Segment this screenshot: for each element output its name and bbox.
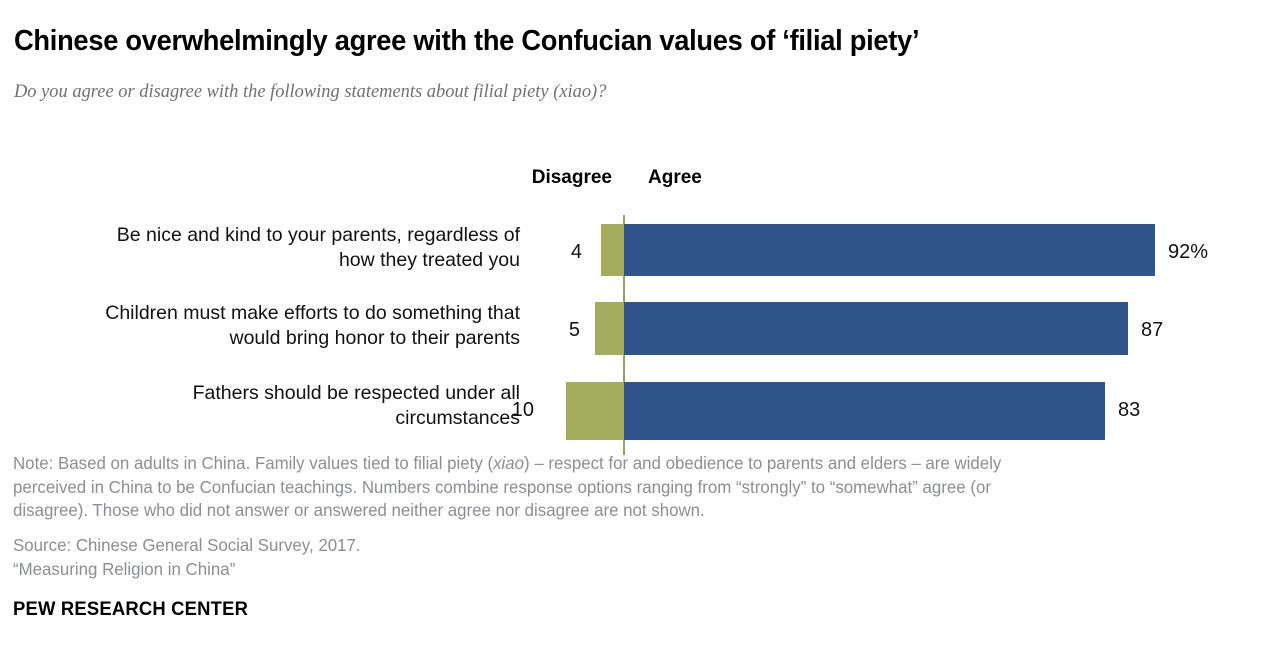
note-italic-xiao: xiao bbox=[493, 453, 525, 473]
row-label-line2: how they treated you bbox=[338, 249, 520, 271]
agree-value-label: 87 bbox=[1141, 319, 1164, 341]
column-header-agree: Agree bbox=[648, 167, 702, 188]
report-title-line: “Measuring Religion in China” bbox=[13, 559, 236, 579]
row-label-line1: Fathers should be respected under all bbox=[192, 382, 520, 404]
agree-bar bbox=[624, 224, 1155, 276]
chart-subtitle: Do you agree or disagree with the follow… bbox=[14, 81, 607, 102]
bar-row: Children must make efforts to do somethi… bbox=[0, 289, 1280, 368]
disagree-value-label: 5 bbox=[568, 319, 580, 341]
bar-row: Be nice and kind to your parents, regard… bbox=[0, 210, 1280, 289]
disagree-bar bbox=[595, 302, 624, 355]
row-label-line1: Be nice and kind to your parents, regard… bbox=[116, 224, 520, 246]
disagree-value-label: 4 bbox=[570, 241, 582, 263]
source-line: Source: Chinese General Social Survey, 2… bbox=[13, 535, 361, 555]
row-label: Fathers should be respected under all ci… bbox=[12, 381, 520, 431]
row-label: Children must make efforts to do somethi… bbox=[12, 301, 520, 351]
plot-area: Be nice and kind to your parents, regard… bbox=[0, 210, 1280, 455]
pew-research-center-footer: PEW RESEARCH CENTER bbox=[13, 599, 249, 620]
disagree-value-label: 10 bbox=[511, 399, 534, 421]
agree-value-label: 83 bbox=[1118, 399, 1141, 421]
disagree-bar bbox=[601, 224, 624, 276]
note-line-1-part-a: Note: Based on adults in China. Family v… bbox=[13, 453, 494, 473]
chart-note: Note: Based on adults in China. Family v… bbox=[13, 452, 1167, 523]
agree-bar bbox=[624, 302, 1128, 355]
agree-bar bbox=[624, 382, 1105, 440]
agree-value-label: 92% bbox=[1168, 241, 1209, 263]
note-line-3: disagree). Those who did not answer or a… bbox=[13, 500, 705, 520]
column-header-disagree: Disagree bbox=[531, 167, 612, 188]
row-label: Be nice and kind to your parents, regard… bbox=[12, 223, 520, 273]
row-label-line2: would bring honor to their parents bbox=[229, 327, 520, 349]
row-label-line1: Children must make efforts to do somethi… bbox=[105, 302, 520, 324]
page-title: Chinese overwhelmingly agree with the Co… bbox=[14, 25, 920, 57]
note-line-1-part-b: ) – respect for and obedience to parents… bbox=[524, 453, 1002, 473]
note-line-1: Note: Based on adults in China. Family v… bbox=[13, 452, 1167, 476]
row-label-line2: circumstances bbox=[395, 407, 520, 429]
disagree-bar bbox=[566, 382, 624, 440]
note-line-2: perceived in China to be Confucian teach… bbox=[13, 476, 991, 497]
bar-row: Fathers should be respected under all ci… bbox=[0, 368, 1280, 447]
